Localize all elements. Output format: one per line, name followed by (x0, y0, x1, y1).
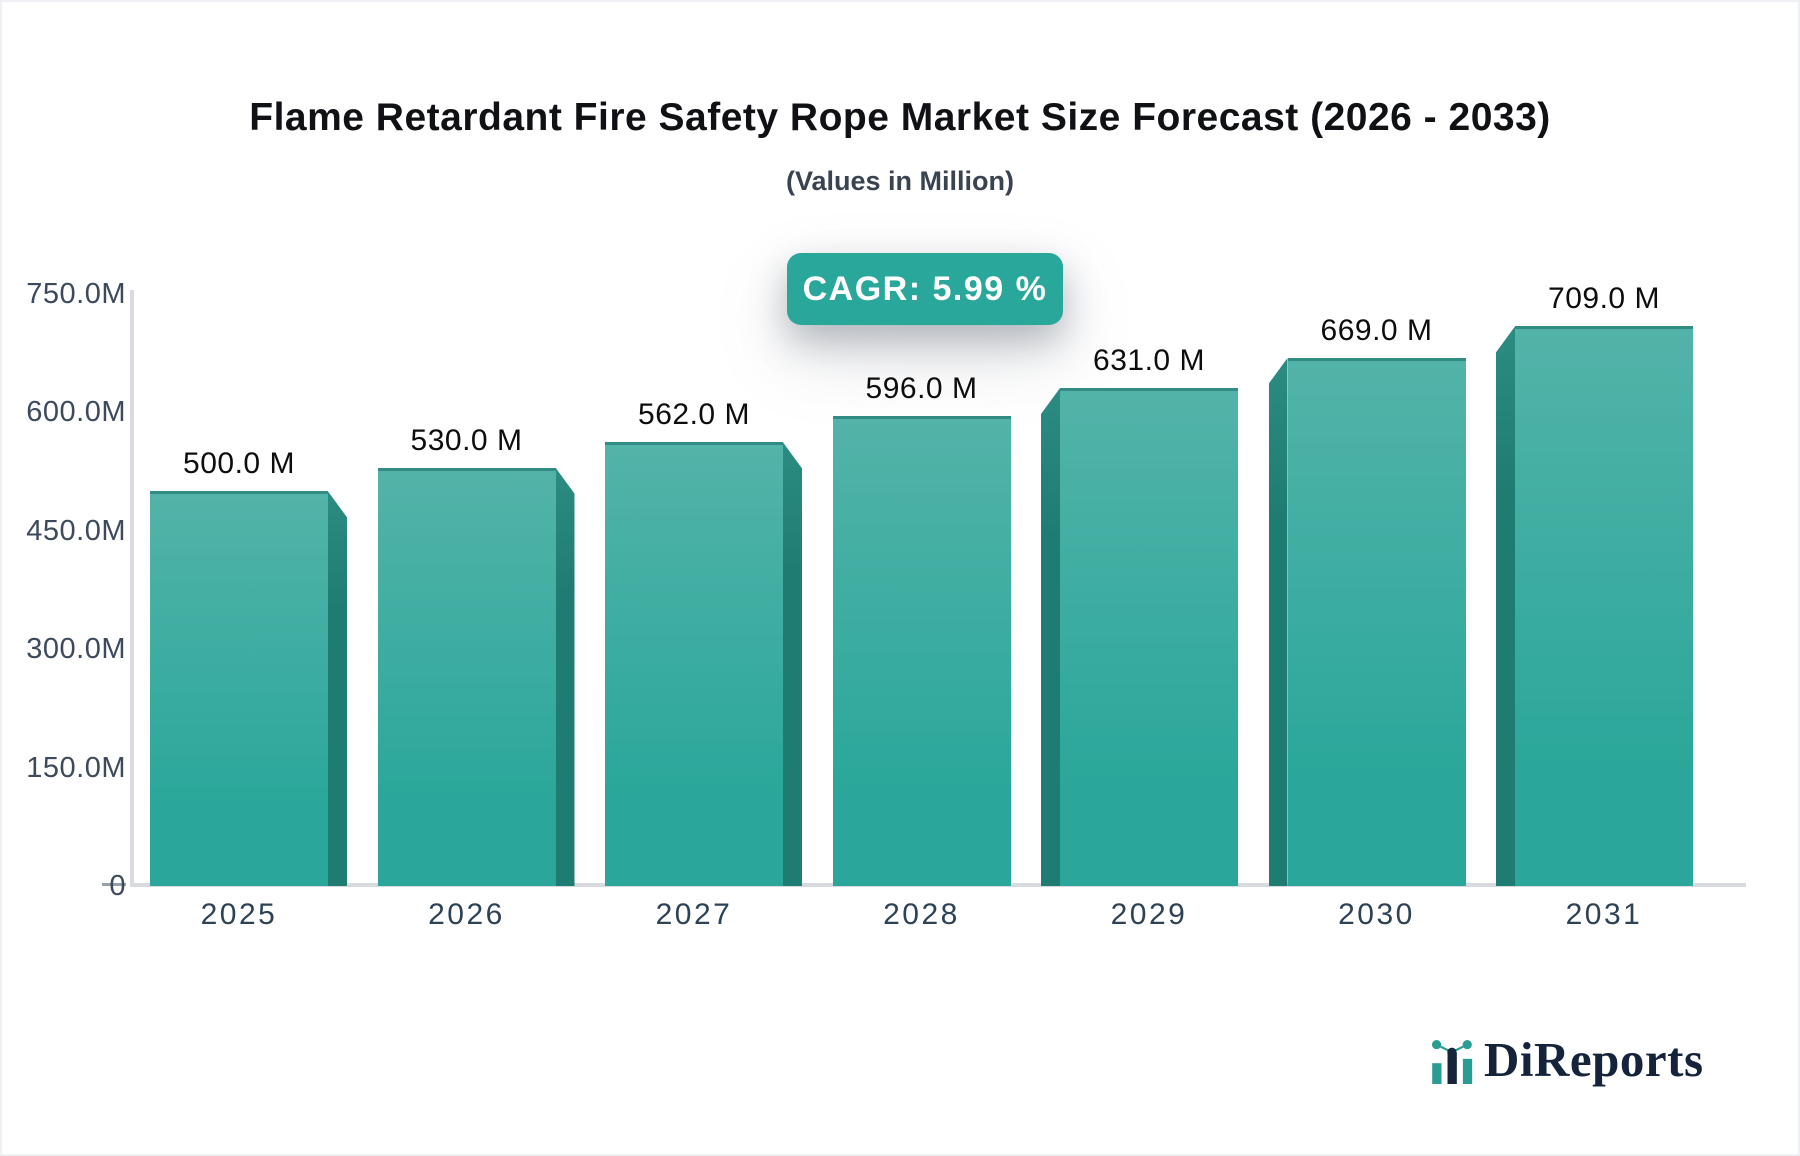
bar-value-label: 631.0 M (1093, 343, 1205, 377)
y-axis-tick-label: 300.0M (26, 633, 126, 666)
bar-2028 (832, 415, 1011, 886)
bar-value-label: 500.0 M (183, 447, 295, 481)
bar-2029 (1060, 387, 1238, 886)
bar-2030 (1287, 357, 1466, 886)
bar-value-label: 530.0 M (410, 423, 523, 457)
y-axis-tick-label: 150.0M (26, 751, 126, 784)
y-axis-tick-label: 0 (109, 870, 126, 902)
y-axis-line (130, 290, 134, 886)
bar-2025 (150, 491, 328, 886)
bar-value-label: 562.0 M (638, 398, 750, 432)
zero-tick (102, 883, 126, 886)
chart-title: Flame Retardant Fire Safety Rope Market … (249, 96, 1551, 139)
x-axis-label: 2028 (883, 898, 960, 931)
bar-value-label: 596.0 M (865, 371, 978, 405)
bar-value-label: 709.0 M (1548, 282, 1660, 316)
bar-side-2026 (555, 467, 575, 886)
bar-2027 (605, 442, 783, 886)
bar-chart-logo-icon (1431, 1039, 1473, 1084)
x-axis-label: 2031 (1565, 898, 1643, 931)
bar-side-2029 (1041, 387, 1060, 886)
logo-text: DiReports (1484, 1032, 1704, 1087)
bar-side-2025 (328, 491, 347, 886)
x-axis-label: 2029 (1110, 898, 1188, 931)
bar-value-label: 669.0 M (1320, 313, 1433, 347)
x-axis-label: 2026 (428, 898, 505, 931)
y-axis-tick-label: 750.0M (26, 278, 126, 310)
bar-side-2027 (783, 442, 802, 886)
bar-2026 (377, 467, 556, 886)
chart-subtitle: (Values in Million) (785, 166, 1015, 196)
x-axis-label: 2025 (200, 898, 278, 931)
bar-side-2031 (1496, 326, 1515, 886)
direports-logo: DiReports (1430, 1032, 1704, 1087)
x-axis-label: 2030 (1338, 898, 1415, 931)
bar-side-2030 (1268, 357, 1288, 886)
x-axis-label: 2027 (655, 898, 733, 931)
y-axis-tick-label: 600.0M (26, 396, 126, 429)
cagr-badge: CAGR: 5.99 % (787, 253, 1063, 325)
bar-2031 (1515, 326, 1693, 886)
y-axis-tick-label: 450.0M (26, 514, 126, 547)
